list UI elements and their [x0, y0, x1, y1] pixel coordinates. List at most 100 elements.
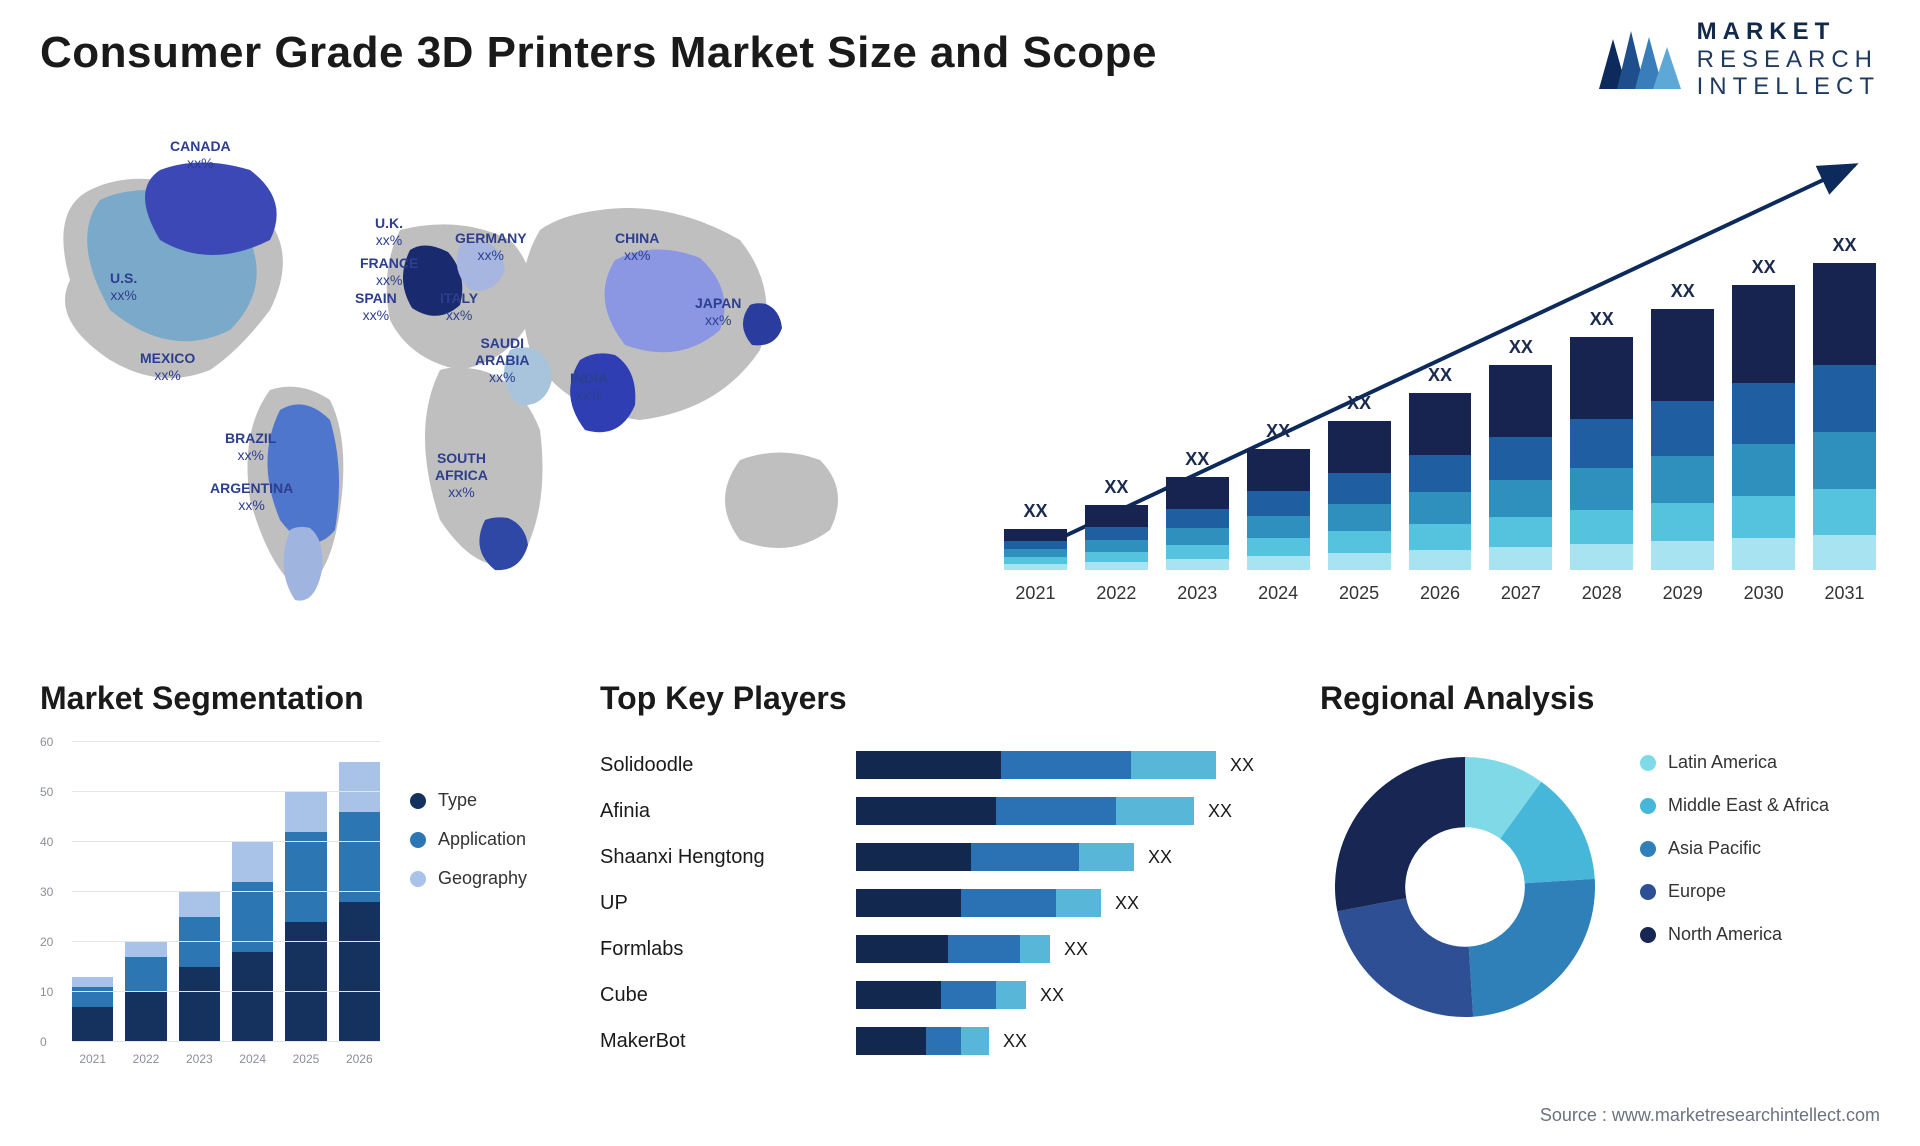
- seg-y-tick: 60: [40, 735, 53, 749]
- seg-bar-column: 2022: [125, 942, 166, 1042]
- growth-bar-segment: [1732, 285, 1795, 383]
- segmentation-chart: 0102030405060 202120222023202420252026: [40, 742, 380, 1072]
- growth-bar-segment: [1085, 552, 1148, 562]
- player-bar-segment: [856, 935, 948, 963]
- player-bar-segment: [1020, 935, 1050, 963]
- player-bar-segment: [948, 935, 1020, 963]
- donut-slice: [1337, 898, 1473, 1017]
- seg-bar-column: 2025: [285, 792, 326, 1042]
- top-key-players: Top Key Players SolidoodleAfiniaShaanxi …: [600, 680, 1290, 1100]
- seg-y-tick: 10: [40, 985, 53, 999]
- map-label: CANADAxx%: [170, 138, 231, 172]
- growth-bar-segment: [1813, 535, 1876, 570]
- seg-bar: [339, 762, 380, 1042]
- map-label: JAPANxx%: [695, 295, 741, 329]
- growth-bar-column: XX2031: [1813, 263, 1876, 570]
- legend-label: Type: [438, 790, 477, 811]
- growth-bar-segment: [1489, 480, 1552, 517]
- player-row: XX: [856, 926, 1276, 972]
- player-bar-segment: [856, 751, 1001, 779]
- growth-bar-segment: [1328, 504, 1391, 531]
- regional-legend: Latin AmericaMiddle East & AfricaAsia Pa…: [1640, 752, 1880, 967]
- growth-bar-year: 2025: [1328, 583, 1391, 604]
- growth-bar-segment: [1166, 477, 1229, 509]
- legend-swatch: [1640, 841, 1656, 857]
- growth-bar-segment: [1409, 524, 1472, 550]
- segmentation-title: Market Segmentation: [40, 680, 580, 717]
- seg-bar-column: 2026: [339, 762, 380, 1042]
- seg-gridline: [72, 741, 380, 742]
- growth-bar-segment: [1651, 503, 1714, 541]
- players-bars: XXXXXXXXXXXXXX: [856, 742, 1276, 1064]
- growth-bar-segment: [1409, 393, 1472, 455]
- seg-bar-column: 2023: [179, 892, 220, 1042]
- growth-bar-segment: [1247, 538, 1310, 556]
- seg-bar-segment: [339, 762, 380, 812]
- legend-item: Geography: [410, 868, 527, 889]
- growth-bar-segment: [1732, 538, 1795, 570]
- growth-bar-column: XX2026: [1409, 393, 1472, 570]
- map-label: SOUTHAFRICAxx%: [435, 450, 488, 500]
- growth-bar-segment: [1328, 531, 1391, 553]
- player-bar-segment: [856, 797, 996, 825]
- seg-y-tick: 30: [40, 885, 53, 899]
- seg-bar: [72, 977, 113, 1042]
- growth-bar-segment: [1328, 473, 1391, 504]
- seg-bar: [285, 792, 326, 1042]
- growth-bar-segment: [1813, 432, 1876, 489]
- seg-bar: [232, 842, 273, 1042]
- legend-label: North America: [1668, 924, 1782, 945]
- growth-bar: [1813, 263, 1876, 570]
- seg-bar-segment: [72, 977, 113, 987]
- legend-label: Europe: [1668, 881, 1726, 902]
- player-bar-segment: [961, 1027, 989, 1055]
- legend-label: Application: [438, 829, 526, 850]
- seg-bar-segment: [285, 922, 326, 1042]
- seg-bar-segment: [339, 902, 380, 1042]
- growth-bar-segment: [1409, 492, 1472, 524]
- player-row: XX: [856, 834, 1276, 880]
- growth-bar-segment: [1732, 444, 1795, 496]
- growth-bar-year: 2021: [1004, 583, 1067, 604]
- map-label: FRANCExx%: [360, 255, 418, 289]
- growth-bar-segment: [1166, 545, 1229, 559]
- growth-bar-year: 2031: [1813, 583, 1876, 604]
- growth-bar-column: XX2022: [1085, 505, 1148, 570]
- map-label: INDIAxx%: [570, 370, 608, 404]
- growth-bar-segment: [1813, 263, 1876, 365]
- logo-icon: [1593, 19, 1683, 99]
- player-bar: [856, 797, 1194, 825]
- growth-bar-segment: [1085, 540, 1148, 552]
- growth-chart: XX2021XX2022XX2023XX2024XX2025XX2026XX20…: [1000, 150, 1880, 610]
- seg-bar-column: 2024: [232, 842, 273, 1042]
- legend-item: North America: [1640, 924, 1880, 945]
- map-label: GERMANYxx%: [455, 230, 527, 264]
- growth-bar-value: XX: [1328, 393, 1391, 414]
- player-bar: [856, 1027, 989, 1055]
- growth-bar-segment: [1004, 557, 1067, 564]
- growth-bar-segment: [1328, 421, 1391, 473]
- growth-bar-value: XX: [1004, 501, 1067, 522]
- player-bar-segment: [996, 981, 1026, 1009]
- growth-bar-segment: [1489, 437, 1552, 480]
- growth-bar-segment: [1489, 547, 1552, 570]
- map-label: CHINAxx%: [615, 230, 659, 264]
- seg-bar-segment: [179, 892, 220, 917]
- legend-swatch: [1640, 798, 1656, 814]
- player-bar-segment: [856, 981, 941, 1009]
- regional-analysis: Regional Analysis Latin AmericaMiddle Ea…: [1320, 680, 1880, 1100]
- seg-bar-year: 2026: [339, 1052, 380, 1066]
- growth-bar-segment: [1651, 456, 1714, 503]
- seg-gridline: [72, 841, 380, 842]
- legend-item: Application: [410, 829, 527, 850]
- player-name: MakerBot: [600, 1018, 830, 1064]
- legend-label: Geography: [438, 868, 527, 889]
- growth-bar: [1085, 505, 1148, 570]
- world-map-svg: [40, 130, 920, 650]
- legend-label: Asia Pacific: [1668, 838, 1761, 859]
- growth-bar-year: 2026: [1409, 583, 1472, 604]
- growth-bar-value: XX: [1813, 235, 1876, 256]
- growth-bar-column: XX2029: [1651, 309, 1714, 570]
- player-bar-segment: [1131, 751, 1216, 779]
- growth-bar-segment: [1004, 541, 1067, 549]
